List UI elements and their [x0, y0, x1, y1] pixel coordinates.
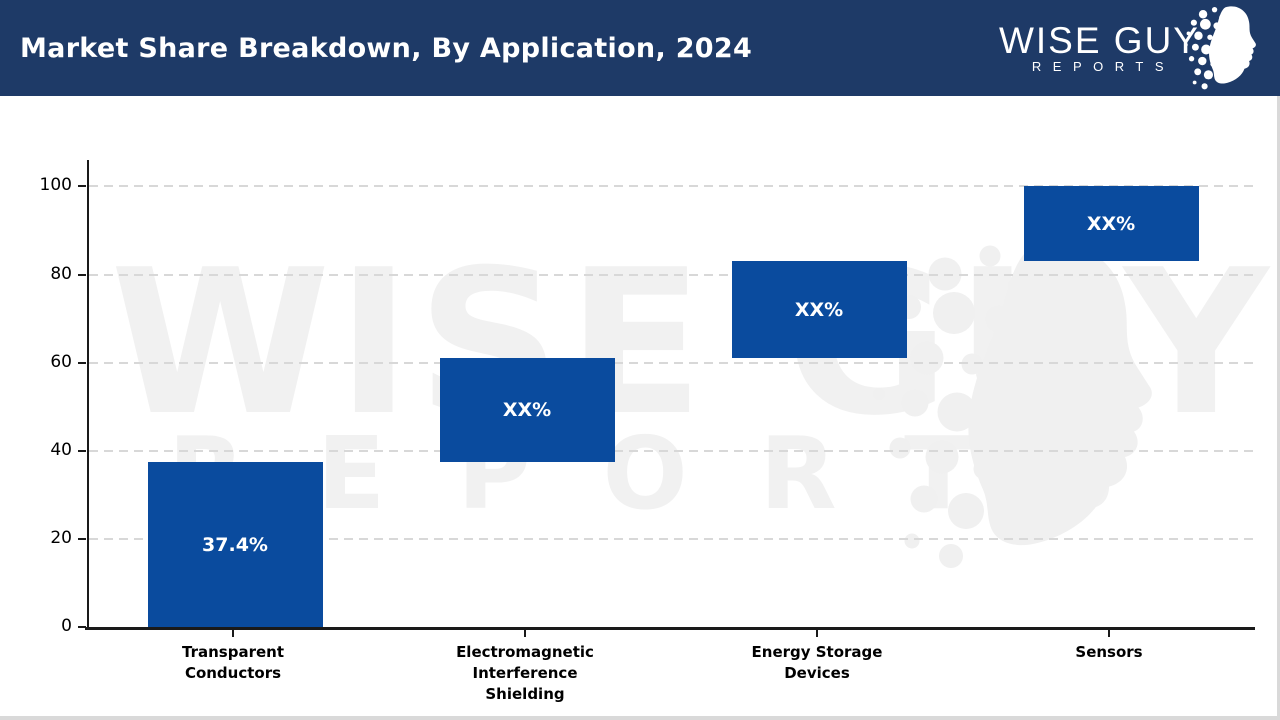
bar-value-label: XX% [794, 298, 844, 321]
x-tick-mark-2 [816, 630, 818, 637]
y-tick-mark-20 [78, 537, 86, 540]
x-axis-line [85, 627, 1255, 630]
x-category-label-line: Conductors [184, 664, 282, 682]
bar-segment-0: 37.4% [147, 462, 323, 627]
y-tick-mark-100 [78, 185, 86, 188]
bar-segment-2: XX% [731, 261, 907, 359]
y-tick-mark-80 [78, 273, 86, 276]
x-category-label-line: Transparent [182, 643, 284, 661]
y-tick-label-20: 20 [50, 527, 72, 548]
x-category-label-2: Energy Storage Devices [677, 642, 957, 684]
gridline-100 [89, 185, 1257, 188]
brand-logo: WISE GUY REPORTS [999, 2, 1266, 94]
x-tick-mark-0 [232, 630, 234, 637]
gridline-60 [89, 361, 1257, 364]
y-axis: 0 20 40 60 80 100 [0, 160, 86, 636]
x-category-label-line: Electromagnetic [456, 643, 594, 661]
chart-title: Market Share Breakdown, By Application, … [20, 32, 753, 64]
bar-segment-3: XX% [1023, 186, 1199, 262]
chart-area: WISE GUY REPORTS 0 20 40 60 80 100 37.4% XX% XX… [0, 96, 1280, 720]
y-tick-label-60: 60 [50, 351, 72, 372]
brand-subname: REPORTS [1031, 58, 1176, 74]
y-tick-label-40: 40 [50, 439, 72, 460]
gridline-20 [89, 537, 1257, 540]
x-category-label-line: Sensors [1075, 643, 1143, 661]
bar-value-label: XX% [502, 399, 552, 422]
x-category-label-1: Electromagnetic Interference Shielding [385, 642, 665, 705]
gridline-80 [89, 273, 1257, 276]
y-tick-mark-40 [78, 449, 86, 452]
y-tick-mark-60 [78, 361, 86, 364]
gridline-40 [89, 449, 1257, 452]
y-tick-mark-0 [78, 626, 86, 628]
x-tick-mark-1 [524, 630, 526, 637]
x-axis-ticks [0, 630, 1280, 638]
right-border [1277, 96, 1280, 720]
x-category-label-3: Sensors [969, 642, 1249, 663]
bar-value-label: XX% [1086, 212, 1136, 235]
x-category-label-line: Devices [784, 664, 850, 682]
x-tick-mark-3 [1108, 630, 1110, 637]
x-category-label-line: Energy Storage [751, 643, 883, 661]
y-tick-label-0: 0 [61, 616, 72, 636]
brand-name: WISE GUY [998, 20, 1200, 62]
x-category-label-line: Interference [472, 664, 578, 682]
x-category-label-line: Shielding [485, 685, 565, 703]
plot-area: 37.4% XX% XX% XX% [87, 160, 1257, 627]
bar-value-label: 37.4% [202, 533, 268, 556]
brand-logo-text: WISE GUY REPORTS [998, 20, 1200, 74]
y-tick-label-80: 80 [50, 263, 72, 284]
bottom-border [0, 716, 1280, 720]
bar-segment-1: XX% [439, 358, 615, 463]
header-bar: Market Share Breakdown, By Application, … [0, 0, 1280, 96]
x-category-label-0: Transparent Conductors [93, 642, 373, 684]
y-tick-label-100: 100 [39, 175, 72, 196]
